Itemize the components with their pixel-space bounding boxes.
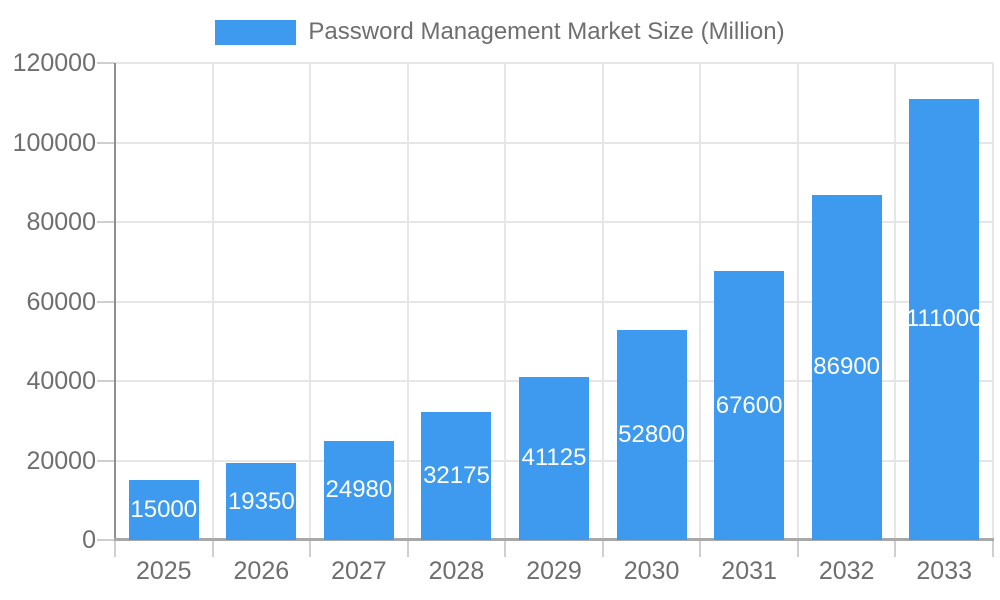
x-gridline [211,63,214,540]
bar-2029[interactable]: 41125 [519,376,589,540]
x-axis-tick [114,541,116,557]
y-axis-tick [97,300,115,303]
x-axis-tick [796,541,799,557]
bar-2026[interactable]: 19350 [226,463,297,540]
x-axis-label-2031: 2031 [721,557,777,585]
x-axis-label-2033: 2033 [916,557,973,585]
x-axis-tick [699,541,702,557]
legend-swatch [215,19,297,45]
y-axis-label: 60000 [26,287,96,316]
y-axis-label: 100000 [12,128,96,157]
x-gridline [894,63,897,540]
y-axis-label: 0 [82,526,96,554]
x-axis-tick [406,541,409,557]
bar-2025[interactable]: 15000 [128,480,199,540]
y-axis-tick [97,539,115,541]
y-axis-tick [97,380,115,382]
y-axis-label: 20000 [26,446,96,475]
x-gridline [309,63,312,540]
bar-value-label: 67600 [715,391,783,419]
x-axis-tick [504,541,507,557]
x-gridline [601,63,604,540]
y-axis-line [114,63,116,541]
bar-value-label: 111000 [905,305,983,333]
bar-value-label: 15000 [130,496,198,524]
x-axis-label-2029: 2029 [526,557,582,585]
bar-value-label: 32175 [423,462,490,490]
y-axis-label: 40000 [26,367,96,395]
bar-2027[interactable]: 24980 [323,440,394,540]
x-gridline [504,63,507,540]
bar-value-label: 86900 [813,353,881,381]
x-axis-tick [992,541,994,557]
x-gridline [699,63,702,540]
y-gridline [115,300,993,303]
x-axis-label-2028: 2028 [428,557,485,585]
y-gridline [115,221,993,223]
chart-legend: Password Management Market Size (Million… [0,17,1000,47]
bar-2030[interactable]: 52800 [616,330,687,540]
y-gridline [115,141,993,144]
x-axis-label-2032: 2032 [818,557,875,585]
bar-2033[interactable]: 111000 [906,98,982,540]
x-axis-tick [601,541,604,557]
x-axis-label-2027: 2027 [331,557,387,585]
x-axis-tick [894,541,897,557]
bar-value-label: 52800 [618,421,685,449]
x-gridline [992,63,994,540]
legend-label: Password Management Market Size (Million… [308,18,785,45]
bar-value-label: 41125 [521,444,587,472]
bar-2031[interactable]: 67600 [714,271,785,540]
x-gridline [796,63,799,540]
bar-2032[interactable]: 86900 [811,194,882,540]
x-axis-tick [309,541,312,557]
y-axis-label: 120000 [12,49,96,77]
bar-value-label: 24980 [325,476,393,504]
x-gridline [406,63,409,540]
x-axis-tick [211,541,214,557]
y-axis-tick [97,459,115,462]
y-axis-label: 80000 [26,208,96,236]
y-gridline [115,62,993,64]
y-axis-tick [97,62,115,64]
y-axis-tick [97,221,115,223]
bar-2028[interactable]: 32175 [421,412,492,540]
x-axis-label-2025: 2025 [135,557,192,585]
x-axis-label-2026: 2026 [233,557,290,585]
bar-value-label: 19350 [227,487,295,515]
y-axis-tick [97,141,115,144]
x-axis-label-2030: 2030 [623,557,680,585]
